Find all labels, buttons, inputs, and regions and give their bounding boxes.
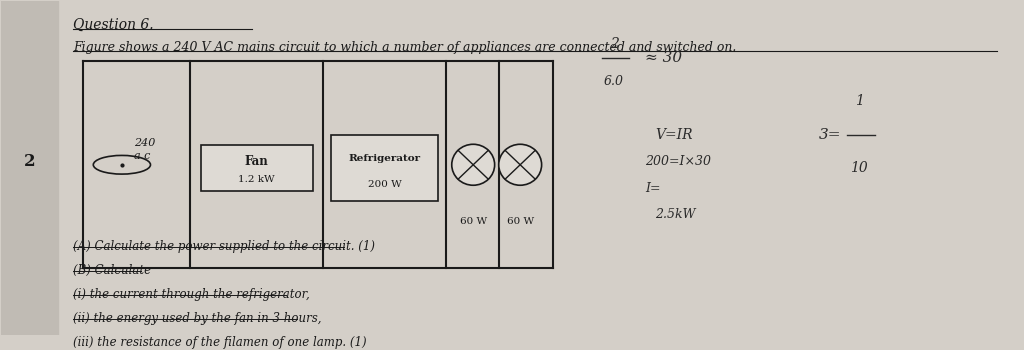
Bar: [331, 135, 438, 202]
Text: 1: 1: [855, 94, 863, 108]
Text: 10: 10: [850, 161, 868, 175]
Text: 60 W: 60 W: [460, 217, 486, 226]
Text: 2: 2: [609, 37, 618, 51]
Text: Question 6.: Question 6.: [73, 18, 154, 32]
Text: 3=: 3=: [818, 128, 841, 142]
Text: (ii) the energy used by the fan in 3 hours,: (ii) the energy used by the fan in 3 hou…: [73, 312, 322, 325]
Text: (i) the current through the refrigerator,: (i) the current through the refrigerator…: [73, 288, 309, 301]
Text: 200 W: 200 W: [368, 180, 401, 189]
Bar: [1, 1, 57, 335]
Bar: [201, 145, 313, 191]
Text: 200=I×30: 200=I×30: [645, 155, 711, 168]
Text: a c: a c: [134, 152, 151, 161]
Text: 2.5kW: 2.5kW: [655, 208, 695, 221]
Text: Refrigerator: Refrigerator: [349, 154, 421, 163]
Text: Figure shows a 240 V AC mains circuit to which a number of appliances are connec: Figure shows a 240 V AC mains circuit to…: [73, 41, 736, 54]
Text: 240: 240: [134, 138, 156, 148]
Ellipse shape: [452, 144, 495, 185]
Text: I=: I=: [645, 182, 660, 195]
Text: 60 W: 60 W: [507, 217, 534, 226]
Text: 1.2 kW: 1.2 kW: [239, 175, 275, 184]
Ellipse shape: [499, 144, 542, 185]
Text: V=IR: V=IR: [655, 128, 692, 142]
Text: (iii) the resistance of the filamen of one lamp. (1): (iii) the resistance of the filamen of o…: [73, 336, 367, 349]
Text: ≈ 30: ≈ 30: [645, 51, 682, 65]
Text: Fan: Fan: [245, 155, 268, 168]
Text: 6.0: 6.0: [604, 75, 624, 88]
Text: (B) Calculate: (B) Calculate: [73, 264, 151, 277]
Text: 2: 2: [25, 153, 36, 170]
Text: (A) Calculate the power supplied to the circuit. (1): (A) Calculate the power supplied to the …: [73, 240, 375, 253]
